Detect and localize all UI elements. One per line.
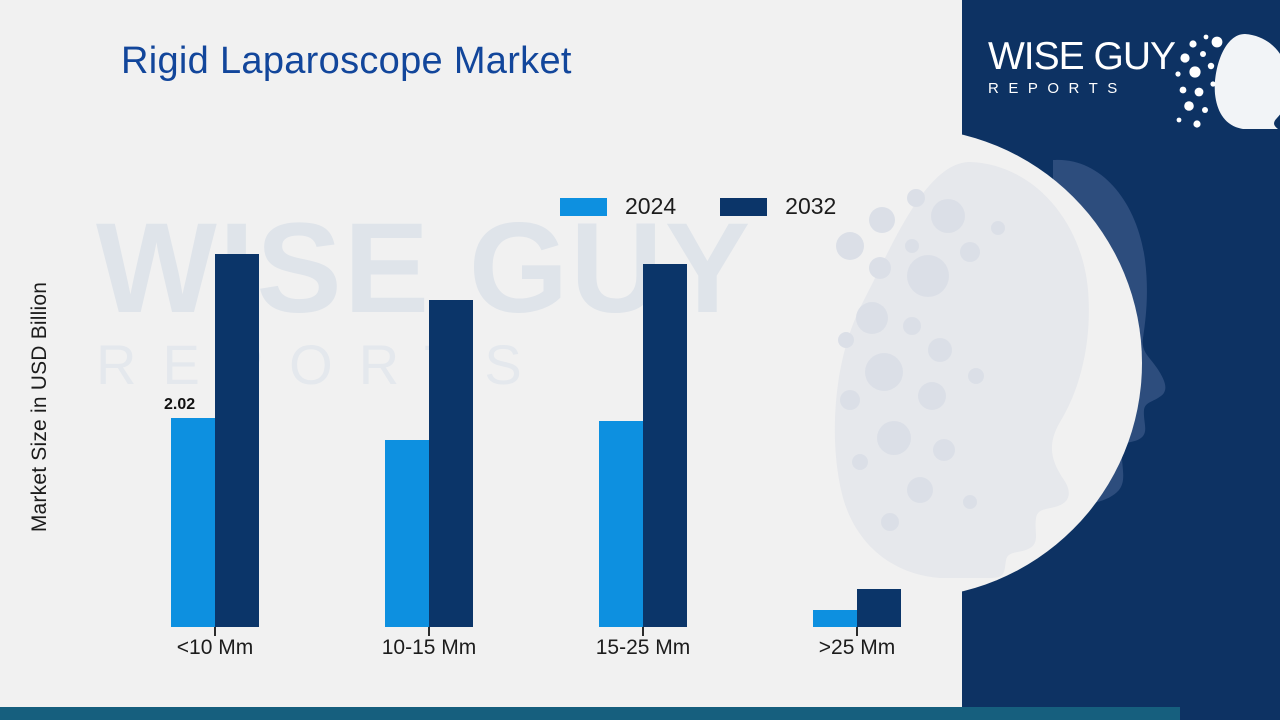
legend-item-2032[interactable]: 2032: [720, 193, 836, 220]
legend-swatch-2024: [560, 197, 607, 216]
page-title: Rigid Laparoscope Market: [121, 40, 572, 82]
x-axis-label-15-25-mm: 15-25 Mm: [595, 636, 691, 659]
legend-label-2024: 2024: [625, 193, 677, 219]
x-axis-label-10-15-mm: 10-15 Mm: [381, 636, 477, 659]
chart-plot-area: Market Size in USD Billion 2024 2032 2.0…: [28, 193, 901, 659]
x-axis-label--10-mm: <10 Mm: [176, 636, 254, 659]
y-axis-label: Market Size in USD Billion: [28, 281, 51, 533]
x-axis-tick: [642, 627, 644, 636]
legend-swatch-2032: [720, 197, 768, 216]
bar-2032--25-mm[interactable]: [857, 589, 901, 627]
brand-logo: WISE GUY REPORTS: [988, 34, 1280, 129]
light-content-area: [0, 0, 962, 707]
x-axis-tick: [428, 627, 430, 636]
x-axis-label--25-mm: >25 Mm: [818, 636, 896, 659]
bar-2032--10-mm[interactable]: [215, 254, 259, 627]
bar-2024-15-25-mm[interactable]: [599, 421, 643, 627]
x-axis-tick: [856, 627, 858, 636]
bar-2024--25-mm[interactable]: [813, 610, 857, 627]
bar-value-label: 2.02: [164, 396, 196, 413]
legend-item-2024[interactable]: 2024: [560, 193, 676, 220]
x-axis-tick: [214, 627, 216, 636]
chart-legend: 2024 2032: [560, 193, 836, 220]
legend-label-2032: 2032: [785, 193, 837, 219]
bar-2032-10-15-mm[interactable]: [429, 300, 473, 627]
logo-subtitle: REPORTS: [988, 80, 1127, 97]
bar-2024-10-15-mm[interactable]: [385, 440, 429, 627]
bar-2024--10-mm[interactable]: [171, 418, 215, 627]
logo-wordmark: WISE GUY: [988, 35, 1176, 78]
logo-dotted-head-icon: [1175, 34, 1280, 129]
bottom-accent-strip: [0, 707, 1180, 720]
bar-2032-15-25-mm[interactable]: [643, 264, 687, 627]
dotted-head-artwork-icon: [834, 162, 1089, 578]
